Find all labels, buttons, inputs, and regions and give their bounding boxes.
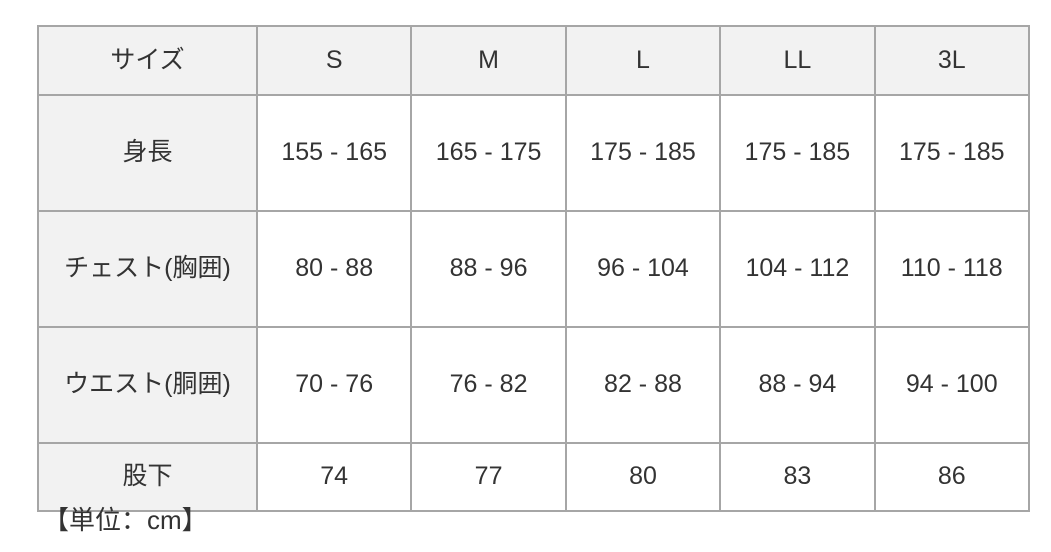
size-chart-table: サイズ S M L LL 3L 身長 155 - 165 165 - 175 1… <box>37 25 1030 512</box>
cell-chest-3l: 110 - 118 <box>873 210 1030 328</box>
cell-height-ll: 175 - 185 <box>719 94 876 212</box>
cell-chest-ll: 104 - 112 <box>719 210 876 328</box>
cell-chest-l: 96 - 104 <box>564 210 722 328</box>
table-row-inseam: 股下 74 77 80 83 86 <box>37 442 1030 512</box>
table-head: サイズ S M L LL 3L <box>37 25 1030 96</box>
row-label-chest: チェスト(胸囲) <box>37 210 258 328</box>
cell-height-m: 165 - 175 <box>410 94 567 212</box>
table-row-waist: ウエスト(胴囲) 70 - 76 76 - 82 82 - 88 88 - 94… <box>37 326 1030 444</box>
cell-waist-3l: 94 - 100 <box>873 326 1030 444</box>
header-cell-ll: LL <box>719 25 876 96</box>
cell-inseam-s: 74 <box>255 442 413 512</box>
table-body: 身長 155 - 165 165 - 175 175 - 185 175 - 1… <box>37 94 1030 512</box>
row-label-height: 身長 <box>37 94 258 212</box>
header-cell-3l: 3L <box>873 25 1030 96</box>
header-cell-m: M <box>410 25 567 96</box>
cell-inseam-ll: 83 <box>719 442 876 512</box>
cell-height-l: 175 - 185 <box>564 94 722 212</box>
cell-waist-m: 76 - 82 <box>410 326 567 444</box>
cell-height-s: 155 - 165 <box>255 94 413 212</box>
cell-waist-s: 70 - 76 <box>255 326 413 444</box>
row-label-waist: ウエスト(胴囲) <box>37 326 258 444</box>
cell-chest-s: 80 - 88 <box>255 210 413 328</box>
cell-inseam-l: 80 <box>564 442 722 512</box>
header-cell-s: S <box>255 25 413 96</box>
size-table-container: サイズ S M L LL 3L 身長 155 - 165 165 - 175 1… <box>37 25 1030 512</box>
header-cell-l: L <box>564 25 722 96</box>
table-row-height: 身長 155 - 165 165 - 175 175 - 185 175 - 1… <box>37 94 1030 212</box>
cell-inseam-3l: 86 <box>873 442 1030 512</box>
unit-note: 【単位：cm】 <box>43 505 208 535</box>
cell-chest-m: 88 - 96 <box>410 210 567 328</box>
cell-inseam-m: 77 <box>410 442 567 512</box>
cell-waist-ll: 88 - 94 <box>719 326 876 444</box>
row-label-inseam: 股下 <box>37 442 258 512</box>
header-row: サイズ S M L LL 3L <box>37 25 1030 96</box>
cell-height-3l: 175 - 185 <box>873 94 1030 212</box>
header-cell-size-label: サイズ <box>37 25 258 96</box>
cell-waist-l: 82 - 88 <box>564 326 722 444</box>
table-row-chest: チェスト(胸囲) 80 - 88 88 - 96 96 - 104 104 - … <box>37 210 1030 328</box>
